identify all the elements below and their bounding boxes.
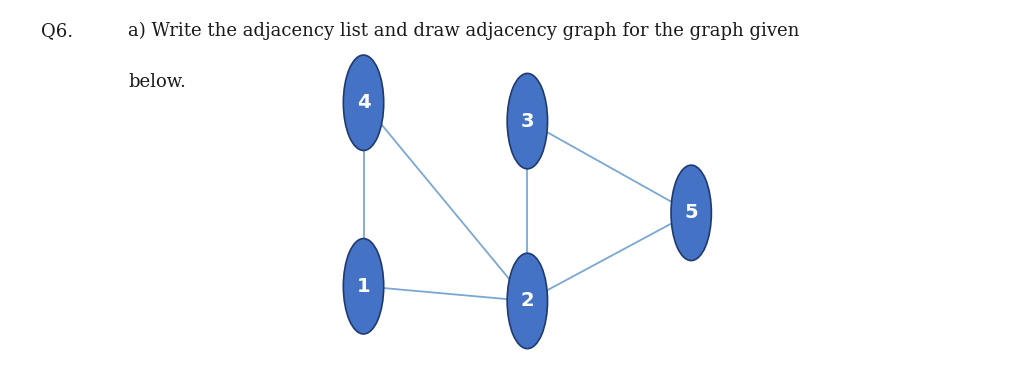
Text: a) Write the adjacency list and draw adjacency graph for the graph given: a) Write the adjacency list and draw adj… [128, 22, 800, 40]
Text: 5: 5 [684, 203, 698, 222]
Text: 2: 2 [520, 291, 535, 310]
Ellipse shape [507, 73, 548, 169]
Text: 1: 1 [356, 277, 371, 296]
Ellipse shape [671, 165, 712, 261]
Text: Q6.: Q6. [41, 22, 73, 40]
Ellipse shape [343, 55, 384, 150]
Ellipse shape [507, 253, 548, 349]
Text: below.: below. [128, 73, 186, 91]
Ellipse shape [343, 239, 384, 334]
Text: 4: 4 [356, 93, 371, 112]
Text: 3: 3 [520, 112, 535, 131]
